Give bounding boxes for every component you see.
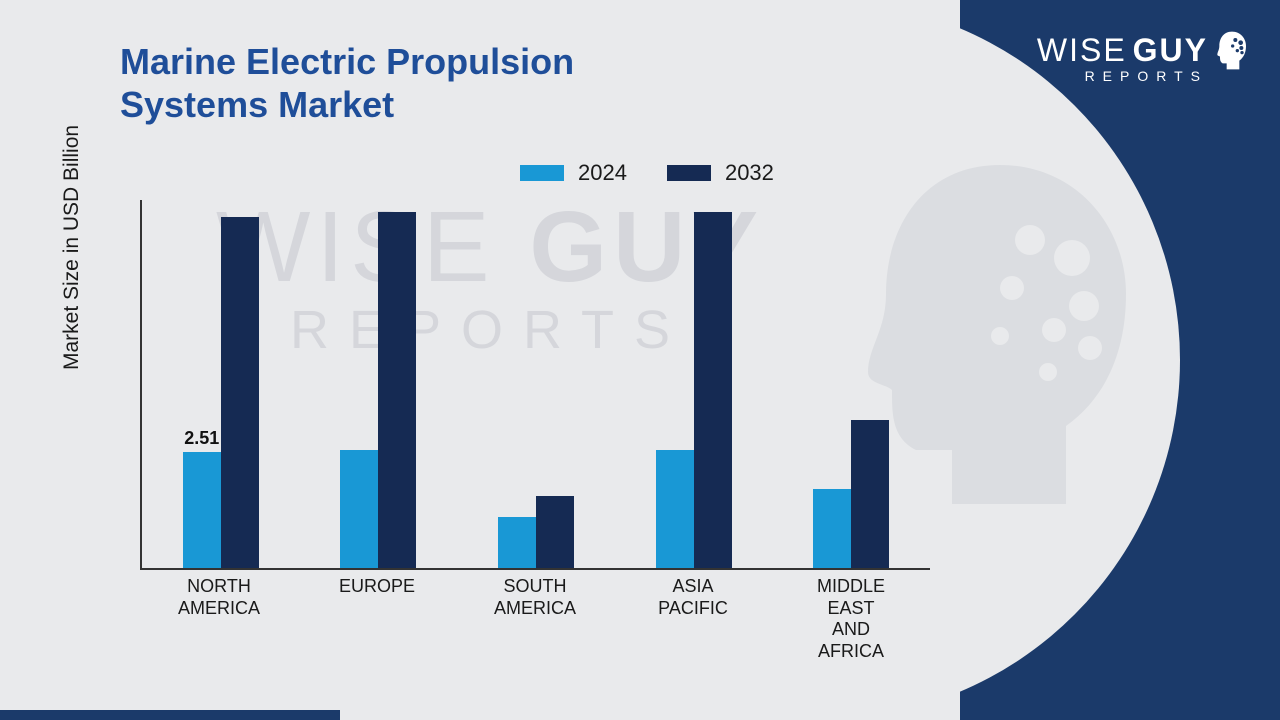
bar [378, 212, 416, 568]
x-axis-label: EUROPE [317, 576, 437, 662]
chart-area: Market Size in USD Billion 20242032 2.51… [100, 160, 930, 700]
bottom-accent-bar [0, 710, 340, 720]
legend-swatch [520, 165, 564, 181]
legend-item: 2032 [667, 160, 774, 186]
legend-swatch [667, 165, 711, 181]
legend: 2024 2032 [520, 160, 774, 186]
bar [813, 489, 851, 568]
x-axis-labels: NORTHAMERICA EUROPE SOUTHAMERICA ASIAPACIFI… [140, 576, 930, 662]
legend-label: 2024 [578, 160, 627, 186]
x-axis-label: NORTHAMERICA [159, 576, 279, 662]
bar [340, 450, 378, 568]
logo-guy: GUY [1133, 32, 1208, 69]
logo-subtitle: REPORTS [990, 68, 1208, 84]
bar [851, 420, 889, 568]
bar [221, 217, 259, 569]
bar-value-label: 2.51 [184, 428, 219, 449]
legend-item: 2024 [520, 160, 627, 186]
logo-wise: WISE [1037, 32, 1127, 69]
bar-group [498, 496, 574, 568]
bar [656, 450, 694, 568]
bar [498, 517, 536, 568]
bar: 2.51 [183, 452, 221, 568]
x-axis-label: SOUTHAMERICA [475, 576, 595, 662]
bar-group [340, 212, 416, 568]
bar [536, 496, 574, 568]
y-axis-label: Market Size in USD Billion [60, 125, 84, 370]
brand-logo: WISE GUY REPORTS [990, 30, 1250, 84]
legend-label: 2032 [725, 160, 774, 186]
x-axis-label: MIDDLEEASTANDAFRICA [791, 576, 911, 662]
plot-area: 2.51 [140, 200, 930, 570]
x-axis-label: ASIAPACIFIC [633, 576, 753, 662]
bar-group [656, 212, 732, 568]
bar-groups: 2.51 [142, 200, 930, 568]
bar-group [813, 420, 889, 568]
bar [694, 212, 732, 568]
chart-title: Marine Electric Propulsion Systems Marke… [120, 40, 680, 126]
bar-group: 2.51 [183, 217, 259, 569]
logo-head-icon [1214, 30, 1250, 70]
chart-canvas: WISE GUY REPORTS Marine Electric Propuls… [0, 0, 1280, 720]
